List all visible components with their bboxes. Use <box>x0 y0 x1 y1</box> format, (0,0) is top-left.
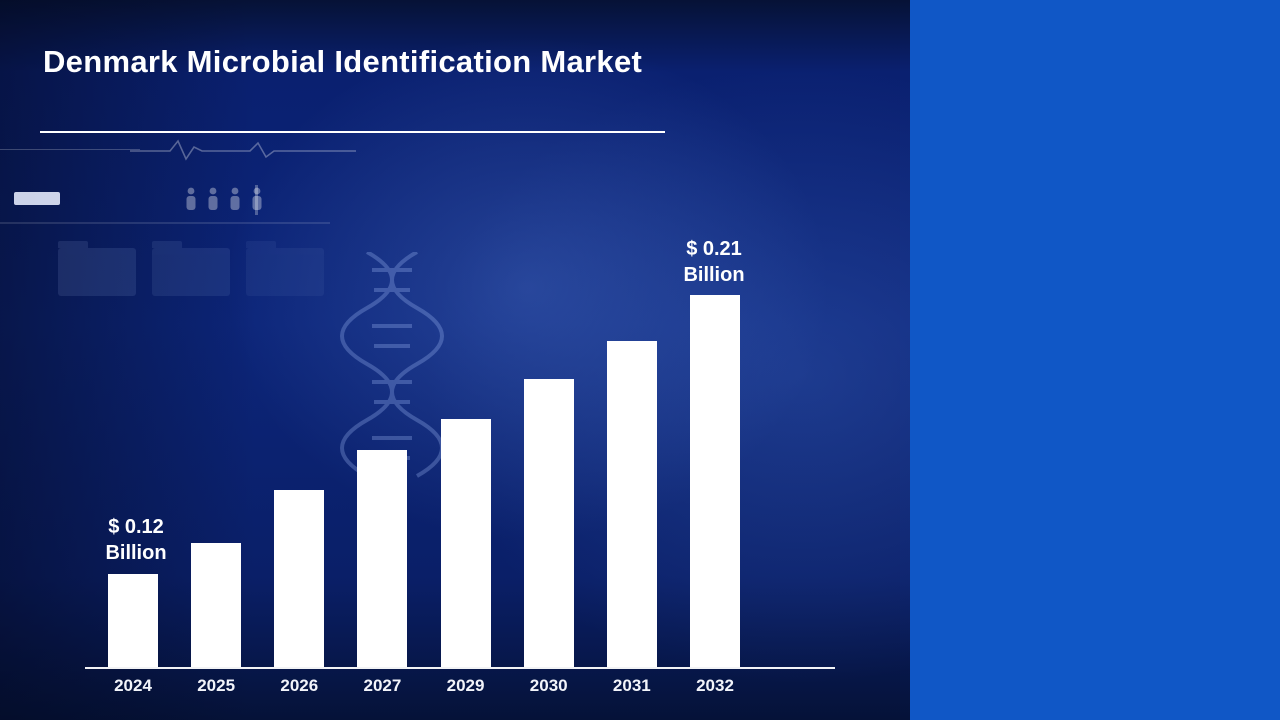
annotation-line: $ 0.21 <box>686 238 742 260</box>
x-axis-label-2024: 2024 <box>114 676 152 695</box>
x-axis-label-2029: 2029 <box>446 676 485 695</box>
x-axis-label-2032: 2032 <box>696 676 734 695</box>
folder-icon <box>58 241 136 296</box>
stats-panel: VERIFIED MARKET RESEARCH ® 7.2% CAGR fro… <box>910 0 1280 720</box>
bar-2025 <box>191 543 242 667</box>
x-axis-label-2025: 2025 <box>197 676 236 695</box>
bar-2029 <box>440 419 491 667</box>
x-axis-line <box>85 667 835 669</box>
x-axis-label-2030: 2030 <box>529 676 568 695</box>
bar-2024 <box>108 574 158 667</box>
x-axis-label-2031: 2031 <box>612 676 651 695</box>
bar-chart <box>85 0 835 667</box>
annotation-line: Billion <box>683 264 745 286</box>
bar-2031 <box>606 341 657 667</box>
annotation-line: Billion <box>105 542 167 564</box>
background-highlight-decoration <box>14 192 60 205</box>
x-axis-label-2026: 2026 <box>280 676 319 695</box>
folder-icon <box>152 241 230 296</box>
title-underline <box>40 131 665 133</box>
folder-icon <box>246 241 324 296</box>
bar-2027 <box>357 450 408 667</box>
bar-2030 <box>523 379 574 667</box>
last-bar-value-label: $ 0.21 Billion <box>651 236 777 288</box>
page-title: Denmark Microbial Identification Market <box>43 44 643 79</box>
first-bar-value-label: $ 0.12 Billion <box>73 514 199 566</box>
chart-panel: Denmark Microbial Identification Market … <box>0 0 910 720</box>
bar-2032 <box>690 295 740 667</box>
bar-2026 <box>274 490 325 667</box>
x-axis-label-2027: 2027 <box>363 676 402 695</box>
annotation-line: $ 0.12 <box>108 516 164 538</box>
